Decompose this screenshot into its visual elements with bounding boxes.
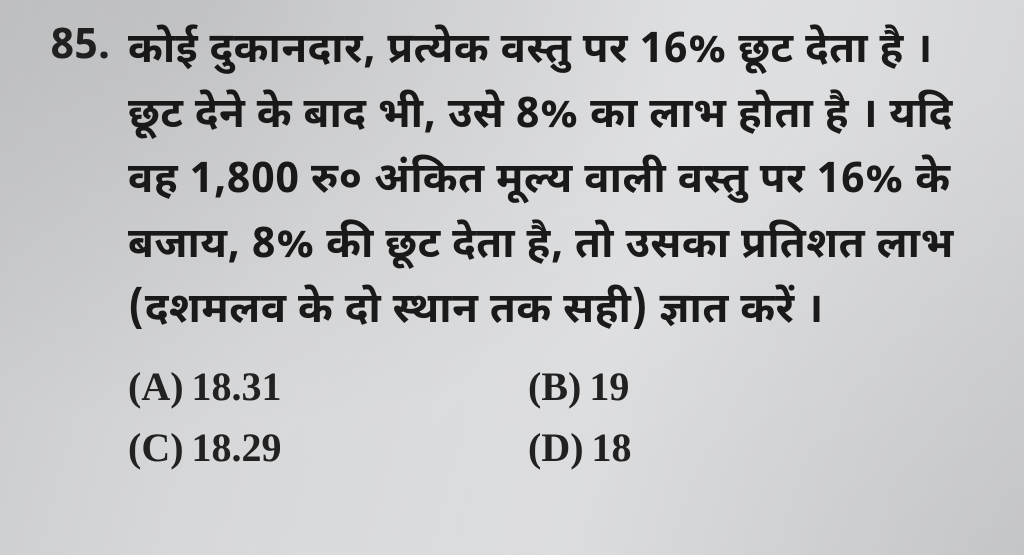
- option-value: 18.31: [192, 364, 282, 409]
- page: 85. कोई दुकानदार, प्रत्येक वस्तु पर 16% …: [0, 0, 1024, 555]
- option-a[interactable]: (A)18.31: [128, 363, 488, 410]
- option-label: (A): [128, 364, 184, 409]
- option-c[interactable]: (C)18.29: [128, 424, 488, 471]
- option-b[interactable]: (B)19: [528, 363, 888, 410]
- question-body: कोई दुकानदार, प्रत्येक वस्तु पर 16% छूट …: [128, 20, 964, 471]
- options-grid: (A)18.31 (B)19 (C)18.29 (D)18: [128, 363, 888, 471]
- question-number: 85.: [40, 20, 110, 79]
- option-label: (D): [528, 425, 584, 470]
- option-value: 18.29: [192, 425, 282, 470]
- question-text: कोई दुकानदार, प्रत्येक वस्तु पर 16% छूट …: [128, 20, 964, 345]
- option-value: 19: [589, 364, 629, 409]
- question-row: 85. कोई दुकानदार, प्रत्येक वस्तु पर 16% …: [40, 20, 964, 471]
- option-value: 18: [592, 425, 632, 470]
- option-label: (B): [528, 364, 581, 409]
- option-label: (C): [128, 425, 184, 470]
- option-d[interactable]: (D)18: [528, 424, 888, 471]
